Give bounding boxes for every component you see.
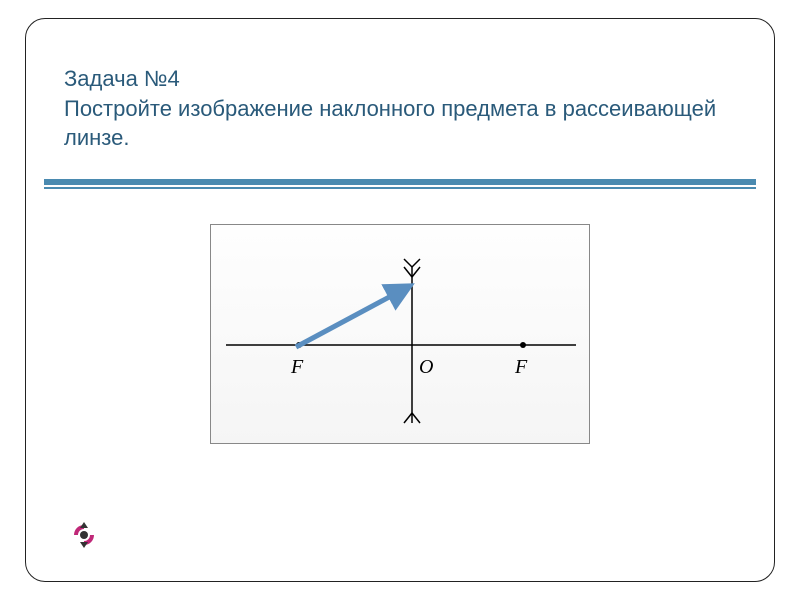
divider-thin bbox=[44, 187, 756, 189]
title-block: Задача №4 Постройте изображение наклонно… bbox=[26, 19, 774, 171]
home-icon[interactable] bbox=[68, 519, 100, 551]
lens-top-chevron-icon bbox=[404, 259, 420, 267]
object-arrow bbox=[296, 288, 406, 347]
diagram-svg: F F O bbox=[211, 225, 591, 445]
diagram-container: F F O bbox=[26, 224, 774, 444]
divider-thick bbox=[44, 179, 756, 185]
focal-right-label: F bbox=[514, 356, 528, 378]
divider bbox=[44, 179, 756, 189]
focal-right-dot bbox=[520, 342, 526, 348]
optics-diagram: F F O bbox=[210, 224, 590, 444]
center-label: O bbox=[419, 356, 433, 378]
focal-left-label: F bbox=[290, 356, 304, 378]
slide-frame: Задача №4 Постройте изображение наклонно… bbox=[25, 18, 775, 582]
title-line1: Задача №4 bbox=[64, 64, 736, 94]
title-line2: Постройте изображение наклонного предмет… bbox=[64, 94, 736, 153]
